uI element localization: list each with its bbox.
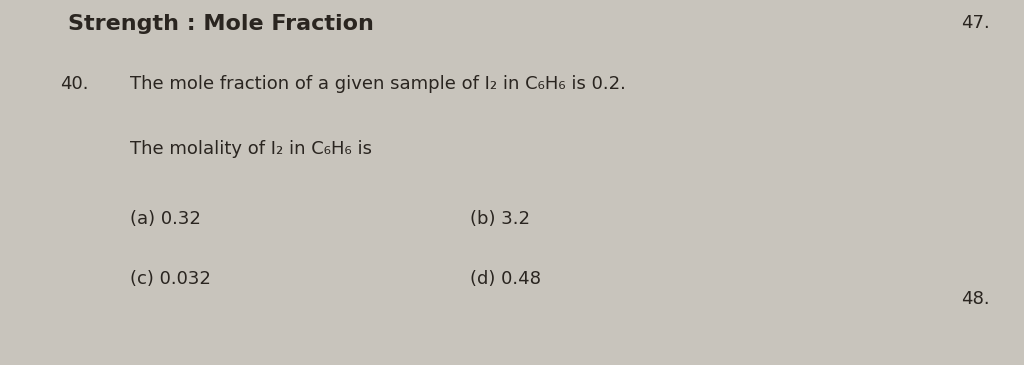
Text: 47.: 47. [962, 14, 990, 32]
Text: (d) 0.48: (d) 0.48 [470, 270, 541, 288]
Text: (b) 3.2: (b) 3.2 [470, 210, 530, 228]
Text: 48.: 48. [962, 290, 990, 308]
Text: 40.: 40. [60, 75, 88, 93]
Text: Strength : Mole Fraction: Strength : Mole Fraction [68, 14, 374, 34]
Text: The molality of I₂ in C₆H₆ is: The molality of I₂ in C₆H₆ is [130, 140, 372, 158]
Text: (a) 0.32: (a) 0.32 [130, 210, 201, 228]
Text: (c) 0.032: (c) 0.032 [130, 270, 211, 288]
Text: The mole fraction of a given sample of I₂ in C₆H₆ is 0.2.: The mole fraction of a given sample of I… [130, 75, 626, 93]
